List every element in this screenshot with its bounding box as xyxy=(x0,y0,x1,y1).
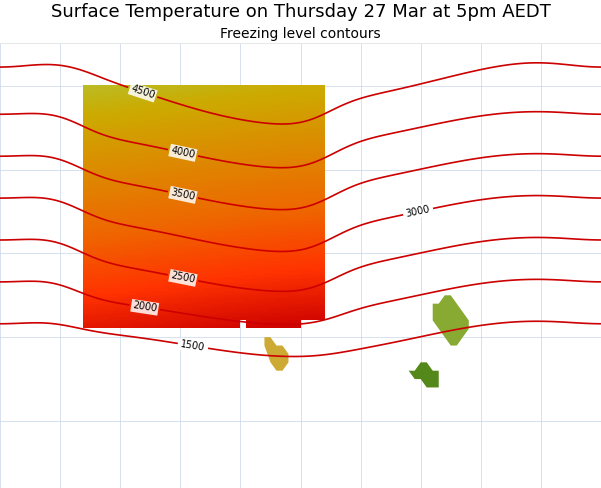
Polygon shape xyxy=(433,295,469,346)
Text: 1500: 1500 xyxy=(180,339,206,353)
Polygon shape xyxy=(264,337,288,371)
Text: 2000: 2000 xyxy=(132,301,157,314)
Text: 4000: 4000 xyxy=(170,145,196,160)
Polygon shape xyxy=(409,362,439,387)
Text: 2500: 2500 xyxy=(170,270,196,285)
Text: Surface Temperature on Thursday 27 Mar at 5pm AEDT: Surface Temperature on Thursday 27 Mar a… xyxy=(50,3,551,21)
Text: 4500: 4500 xyxy=(129,83,156,101)
Text: 3000: 3000 xyxy=(405,204,431,219)
Text: Freezing level contours: Freezing level contours xyxy=(220,27,381,41)
Text: 3500: 3500 xyxy=(170,187,196,202)
